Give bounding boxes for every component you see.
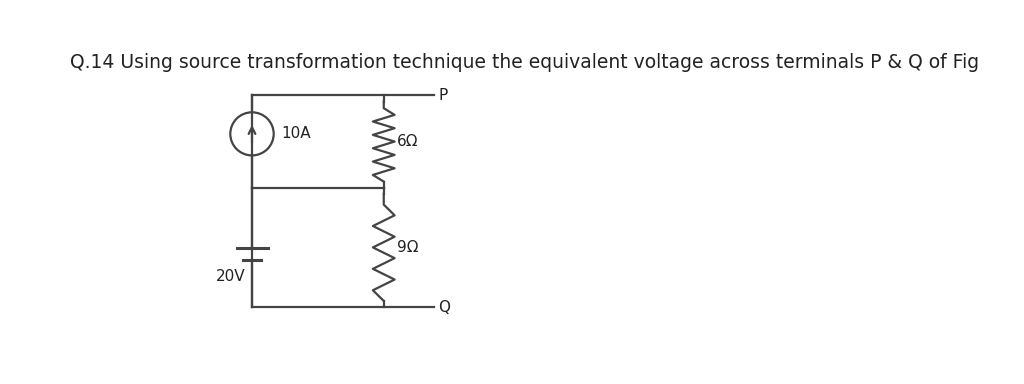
Text: Q.14 Using source transformation technique the equivalent voltage across termina: Q.14 Using source transformation techniq… — [71, 53, 979, 72]
Text: Q: Q — [438, 300, 450, 314]
Text: P: P — [438, 88, 447, 103]
Text: 9Ω: 9Ω — [397, 240, 419, 255]
Text: 10A: 10A — [282, 126, 311, 141]
Text: 6Ω: 6Ω — [397, 134, 419, 149]
Text: 20V: 20V — [216, 269, 246, 284]
